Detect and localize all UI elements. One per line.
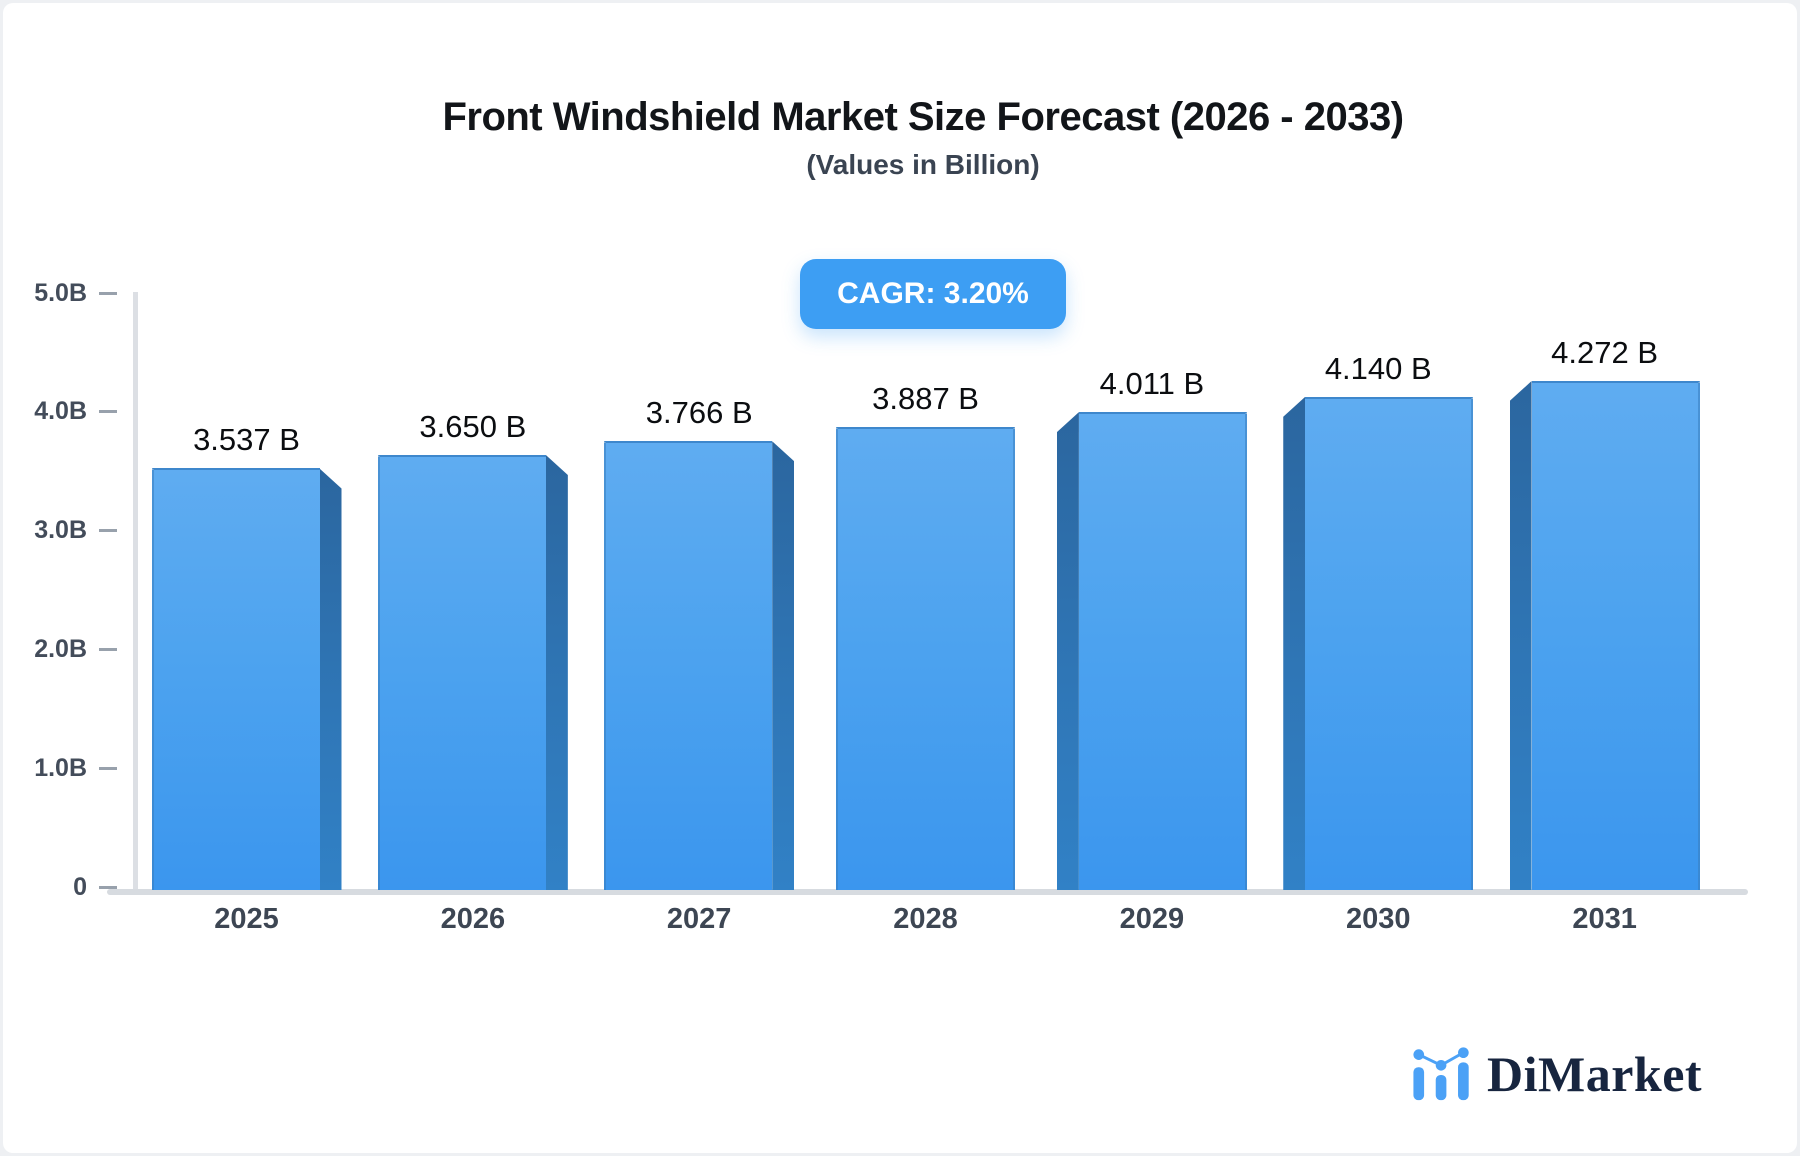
chart-card: Front Windshield Market Size Forecast (2… [3, 3, 1797, 1153]
x-category-label-2025: 2025 [214, 903, 279, 935]
bar-2030[interactable] [1283, 396, 1474, 890]
bar-face-2030[interactable] [1305, 396, 1474, 890]
x-category-label-2030: 2030 [1345, 903, 1411, 935]
bar-side-2026 [545, 455, 568, 890]
bar-face-2031[interactable] [1531, 381, 1700, 890]
y-tick-label-1.0B: 1.0B [34, 754, 87, 783]
bar-line-chart-icon [1413, 1047, 1469, 1101]
x-category-label-2029: 2029 [1119, 903, 1185, 935]
bar-2028[interactable] [836, 426, 1016, 890]
y-tick-dash [99, 648, 117, 652]
bar-value-label-2026: 3.650 B [419, 409, 527, 444]
x-axis-line [107, 889, 1748, 895]
bar-value-label-2027: 3.766 B [645, 395, 753, 431]
y-axis-line [133, 292, 138, 889]
bar-side-2025 [319, 468, 342, 890]
bar-face-2025[interactable] [151, 468, 320, 890]
y-tick-label-4.0B: 4.0B [34, 397, 87, 426]
y-tick-dash [99, 529, 117, 533]
brand-logo[interactable]: DiMarket [1411, 1039, 1702, 1109]
cagr-badge: CAGR: 3.20% [800, 259, 1066, 329]
x-category-label-2028: 2028 [893, 903, 958, 935]
bar-2031[interactable] [1509, 381, 1700, 890]
chart-title: Front Windshield Market Size Forecast (2… [442, 95, 1404, 139]
y-tick-dash [99, 410, 117, 414]
chart-subtitle: (Values in Billion) [806, 149, 1040, 180]
y-tick-dash [99, 767, 117, 771]
bar-face-2026[interactable] [377, 455, 546, 890]
bar-face-2028[interactable] [836, 426, 1016, 890]
bar-value-label-2031: 4.272 B [1551, 335, 1659, 371]
bar-value-label-2030: 4.140 B [1324, 350, 1432, 386]
bar-2025[interactable] [151, 468, 342, 890]
bar-side-2027 [772, 441, 795, 890]
y-tick-dash [99, 886, 117, 889]
y-tick-label-2.0B: 2.0B [34, 635, 87, 664]
bar-2027[interactable] [604, 441, 795, 890]
y-tick-label-5.0B: 5.0B [34, 278, 87, 307]
y-tick-label-0: 0 [73, 873, 87, 901]
bar-side-2029 [1056, 412, 1079, 890]
y-tick-label-3.0B: 3.0B [34, 516, 87, 545]
bar-face-2027[interactable] [604, 441, 773, 890]
bar-2029[interactable] [1056, 412, 1247, 890]
bar-2026[interactable] [377, 455, 568, 890]
bar-side-2030 [1283, 396, 1306, 890]
bar-value-label-2028: 3.887 B [872, 380, 979, 416]
x-category-label-2031: 2031 [1572, 903, 1637, 935]
bar-face-2029[interactable] [1078, 412, 1247, 890]
x-category-label-2026: 2026 [440, 903, 506, 935]
x-category-label-2027: 2027 [666, 903, 732, 935]
bar-value-label-2025: 3.537 B [193, 422, 300, 458]
bar-side-2031 [1509, 381, 1532, 890]
brand-logo-text: DiMarket [1487, 1046, 1703, 1102]
y-tick-dash [99, 291, 117, 295]
bar-value-label-2029: 4.011 B [1099, 366, 1205, 402]
